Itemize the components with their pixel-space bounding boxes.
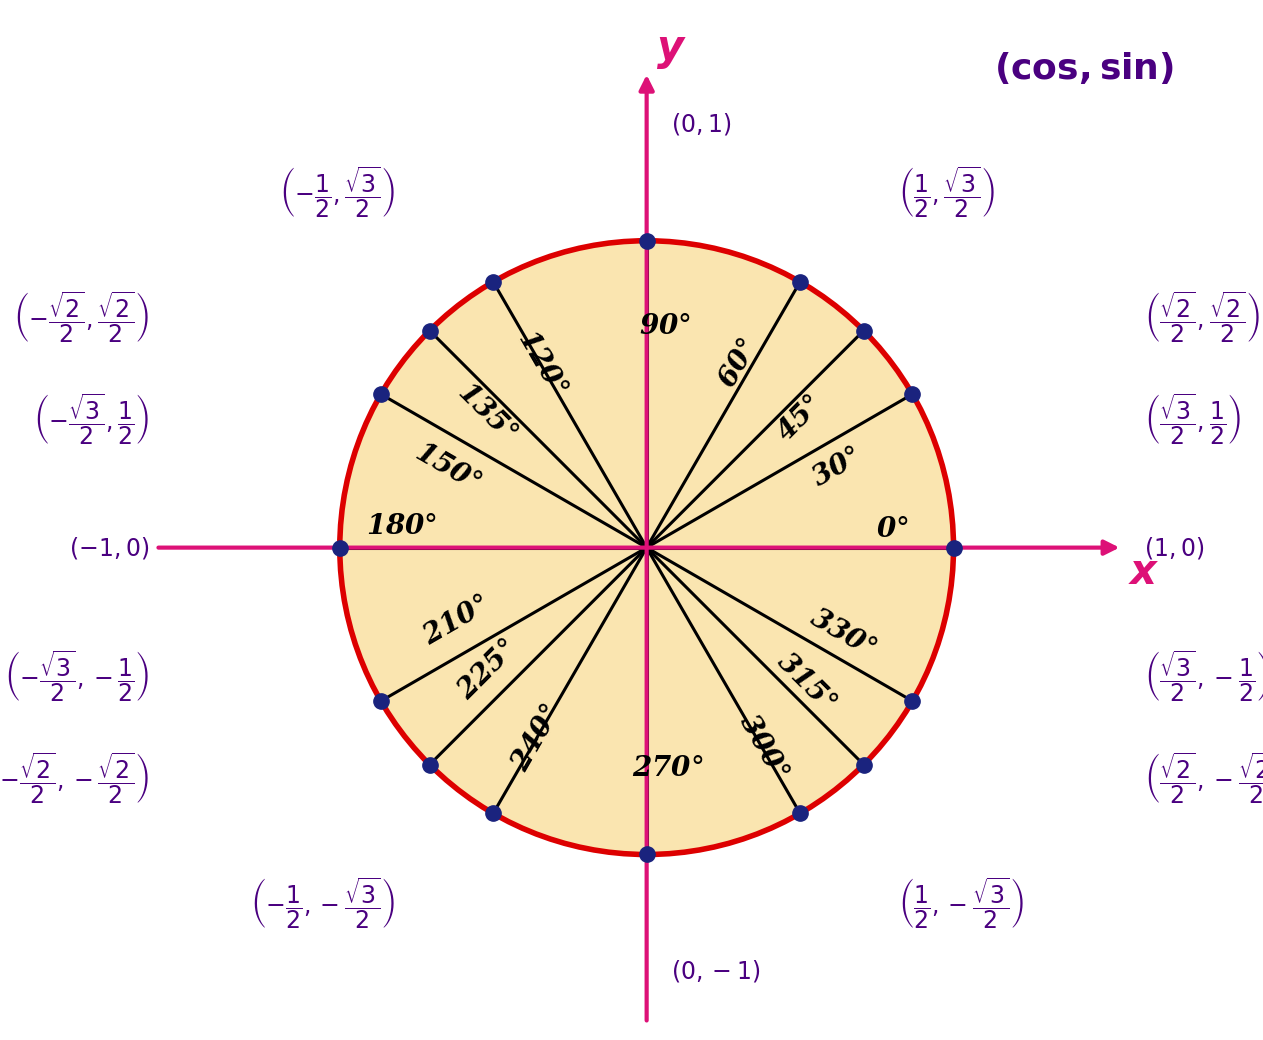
Text: 120$°$: 120$°$ <box>513 326 572 401</box>
Text: $\left(\dfrac{\sqrt{2}}{2},-\dfrac{\sqrt{2}}{2}\right)$: $\left(\dfrac{\sqrt{2}}{2},-\dfrac{\sqrt… <box>1144 750 1263 806</box>
Text: 30$°$: 30$°$ <box>808 443 866 493</box>
Text: $\left(\dfrac{1}{2},-\dfrac{\sqrt{3}}{2}\right)$: $\left(\dfrac{1}{2},-\dfrac{\sqrt{3}}{2}… <box>898 876 1024 932</box>
Text: 330$°$: 330$°$ <box>806 604 880 664</box>
Text: $\bfit{x}$: $\bfit{x}$ <box>1128 551 1159 593</box>
Text: $(0,-1)$: $(0,-1)$ <box>671 958 760 984</box>
Text: $\left(-\dfrac{1}{2},-\dfrac{\sqrt{3}}{2}\right)$: $\left(-\dfrac{1}{2},-\dfrac{\sqrt{3}}{2… <box>250 876 395 932</box>
Text: 315$°$: 315$°$ <box>772 648 841 718</box>
Text: $\left(\dfrac{\sqrt{3}}{2},\dfrac{1}{2}\right)$: $\left(\dfrac{\sqrt{3}}{2},\dfrac{1}{2}\… <box>1144 391 1240 446</box>
Text: $\left(-\dfrac{\sqrt{3}}{2},-\dfrac{1}{2}\right)$: $\left(-\dfrac{\sqrt{3}}{2},-\dfrac{1}{2… <box>4 649 149 704</box>
Text: 225$°$: 225$°$ <box>452 635 522 705</box>
Text: 180$°$: 180$°$ <box>365 513 437 540</box>
Text: $\left(-\dfrac{\sqrt{2}}{2},\dfrac{\sqrt{2}}{2}\right)$: $\left(-\dfrac{\sqrt{2}}{2},\dfrac{\sqrt… <box>14 289 149 345</box>
Text: 45$°$: 45$°$ <box>772 391 829 446</box>
Text: $\left(-\dfrac{1}{2},\dfrac{\sqrt{3}}{2}\right)$: $\left(-\dfrac{1}{2},\dfrac{\sqrt{3}}{2}… <box>279 163 395 219</box>
Text: 210$°$: 210$°$ <box>419 592 494 651</box>
Text: 135$°$: 135$°$ <box>452 378 522 447</box>
Text: $\left(-\dfrac{\sqrt{2}}{2},-\dfrac{\sqrt{2}}{2}\right)$: $\left(-\dfrac{\sqrt{2}}{2},-\dfrac{\sqr… <box>0 750 149 806</box>
Text: 150$°$: 150$°$ <box>409 438 485 497</box>
Text: 0$°$: 0$°$ <box>875 516 908 543</box>
Text: $\left(\dfrac{1}{2},\dfrac{\sqrt{3}}{2}\right)$: $\left(\dfrac{1}{2},\dfrac{\sqrt{3}}{2}\… <box>898 163 995 219</box>
Text: $(1, 0)$: $(1, 0)$ <box>1144 535 1205 561</box>
Text: $\left(\dfrac{\sqrt{3}}{2},-\dfrac{1}{2}\right)$: $\left(\dfrac{\sqrt{3}}{2},-\dfrac{1}{2}… <box>1144 649 1263 704</box>
Text: 90$°$: 90$°$ <box>639 313 691 340</box>
Circle shape <box>340 240 954 855</box>
Text: $\left(-\dfrac{\sqrt{3}}{2},\dfrac{1}{2}\right)$: $\left(-\dfrac{\sqrt{3}}{2},\dfrac{1}{2}… <box>33 391 149 446</box>
Text: 240$°$: 240$°$ <box>506 700 566 776</box>
Text: 300$°$: 300$°$ <box>734 709 793 784</box>
Text: $\left(\dfrac{\sqrt{2}}{2},\dfrac{\sqrt{2}}{2}\right)$: $\left(\dfrac{\sqrt{2}}{2},\dfrac{\sqrt{… <box>1144 289 1260 345</box>
Text: 270$°$: 270$°$ <box>633 755 703 782</box>
Text: $(-1, 0)$: $(-1, 0)$ <box>69 535 149 561</box>
Text: $(0, 1)$: $(0, 1)$ <box>671 111 731 137</box>
Text: $\bfit{y}$: $\bfit{y}$ <box>655 29 687 72</box>
Text: 60$°$: 60$°$ <box>714 334 763 393</box>
Text: $\mathbf{(cos,sin)}$: $\mathbf{(cos,sin)}$ <box>994 51 1175 86</box>
